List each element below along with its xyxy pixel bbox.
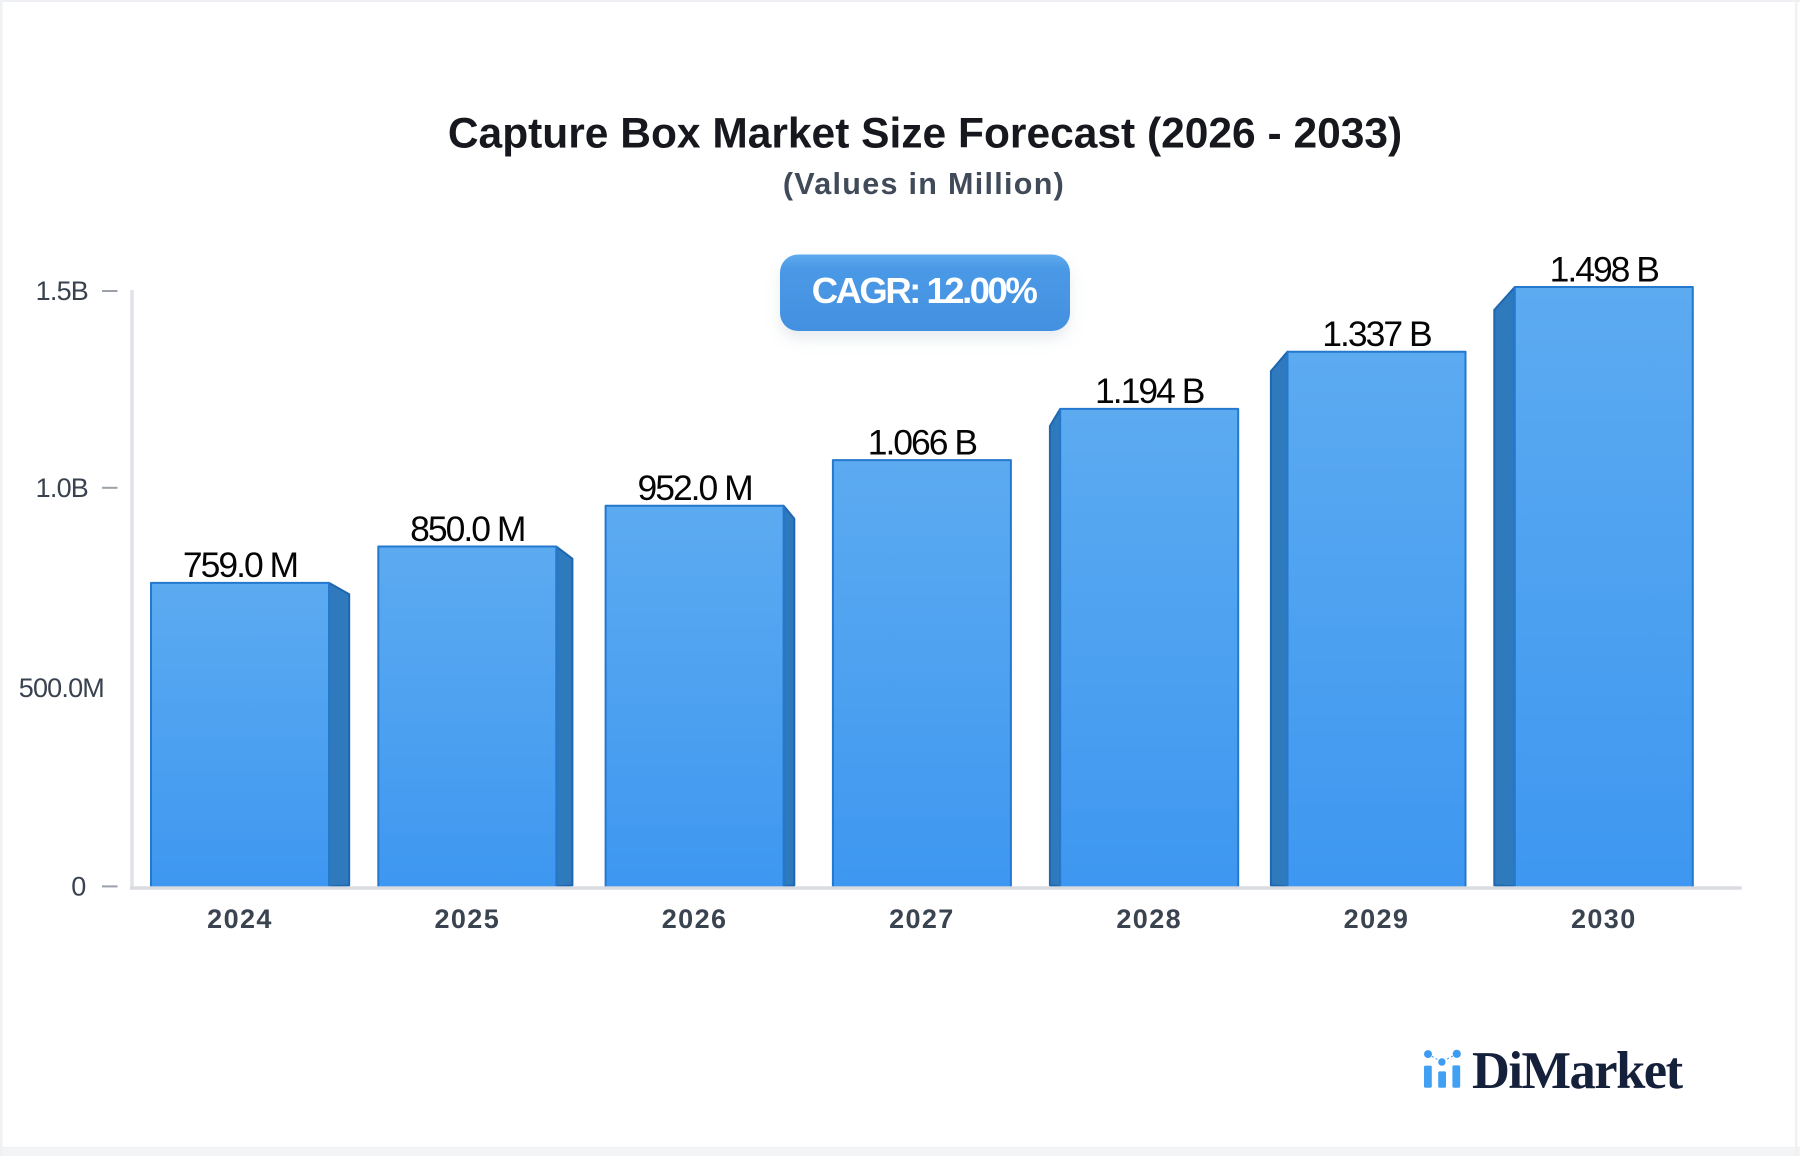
svg-text:952.0 M: 952.0 M	[637, 468, 751, 508]
svg-text:Capture Box Market Size Foreca: Capture Box Market Size Forecast (2026 -…	[448, 111, 1402, 158]
svg-text:2025: 2025	[434, 904, 500, 934]
svg-text:500.0M: 500.0M	[19, 673, 104, 703]
svg-text:1.194 B: 1.194 B	[1095, 371, 1204, 411]
svg-text:CAGR: 12.00%: CAGR: 12.00%	[812, 270, 1038, 311]
svg-text:759.0 M: 759.0 M	[183, 545, 297, 585]
svg-text:2027: 2027	[889, 904, 955, 934]
svg-text:2024: 2024	[207, 904, 273, 934]
svg-text:DiMarket: DiMarket	[1472, 1042, 1684, 1100]
svg-text:1.066 B: 1.066 B	[868, 422, 977, 462]
svg-text:0: 0	[71, 871, 85, 901]
svg-text:2030: 2030	[1571, 904, 1637, 934]
svg-text:1.498 B: 1.498 B	[1550, 249, 1659, 289]
svg-text:1.0B: 1.0B	[36, 473, 88, 503]
svg-text:1.337 B: 1.337 B	[1322, 314, 1431, 354]
svg-text:2029: 2029	[1344, 904, 1410, 934]
svg-text:2026: 2026	[662, 904, 728, 934]
svg-text:1.5B: 1.5B	[36, 276, 88, 306]
svg-text:(Values in Million): (Values in Million)	[783, 167, 1065, 201]
svg-text:850.0 M: 850.0 M	[410, 509, 524, 549]
svg-text:2028: 2028	[1116, 904, 1182, 934]
